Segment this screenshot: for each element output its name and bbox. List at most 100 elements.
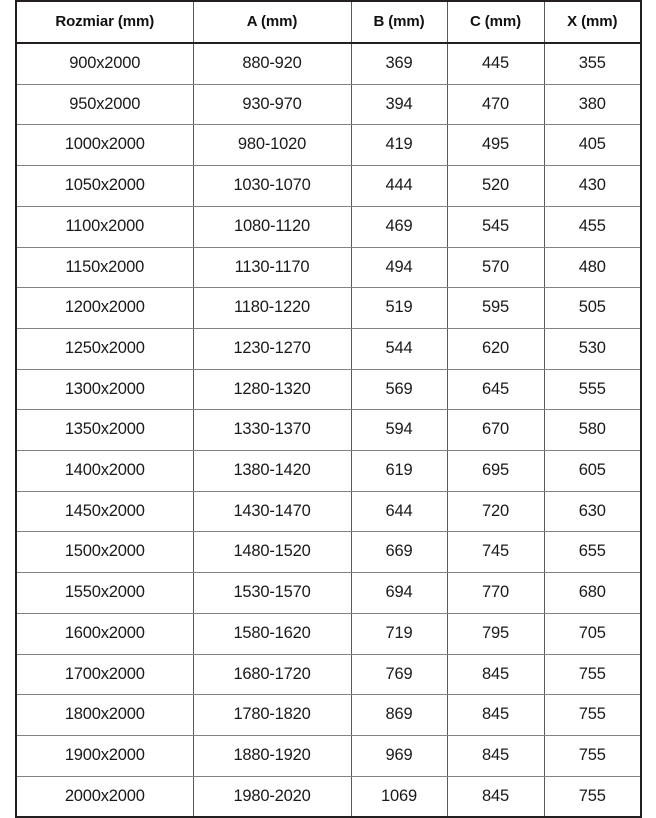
cell-b: 519	[351, 287, 448, 329]
cell-b: 594	[351, 409, 448, 452]
cell-a: 880-920	[193, 43, 352, 85]
cell-c: 695	[447, 450, 545, 492]
size-specification-table: Rozmiar (mm) A (mm) B (mm) C (mm) X (mm)…	[15, 0, 642, 818]
cell-x: 430	[544, 165, 641, 207]
cell-x: 755	[578, 786, 606, 805]
cell-a: 1330-1370	[193, 409, 352, 452]
cell-b: 619	[351, 450, 448, 492]
table-row: 1450x2000 1430-1470 644 720 630	[16, 491, 641, 533]
table-row: 1500x2000 1480-1520 669 745 655	[16, 531, 641, 574]
cell-x: 630	[544, 491, 641, 533]
cell-x: 755	[544, 654, 641, 696]
table-header-row: Rozmiar (mm) A (mm) B (mm) C (mm) X (mm)	[16, 1, 641, 44]
table-row: 1800x2000 1780-1820 869 845 755	[16, 694, 641, 736]
cell-x: 705	[544, 613, 641, 655]
cell-size: 1550x2000	[16, 572, 194, 614]
cell-x: 680	[544, 572, 641, 614]
cell-a: 930-970	[193, 84, 352, 126]
cell-a: 1180-1220	[193, 287, 352, 329]
column-header-x: X (mm)	[544, 1, 641, 44]
cell-c: 845	[447, 694, 545, 736]
table-row: 1250x2000 1230-1270 544 620 530	[16, 328, 641, 370]
cell-size: 950x2000	[16, 84, 194, 126]
cell-size: 1450x2000	[16, 491, 194, 533]
table-row: 900x2000 880-920 369 445 355	[16, 43, 641, 85]
cell-x: 355	[544, 43, 641, 85]
cell-x: 530	[544, 328, 641, 370]
column-header-a: A (mm)	[193, 1, 352, 44]
table-row: 1350x2000 1330-1370 594 670 580	[16, 409, 641, 452]
cell-c: 720	[447, 491, 545, 533]
cell-b: 644	[351, 491, 448, 533]
cell-b: 1069	[351, 776, 448, 818]
cell-size: 1000x2000	[16, 124, 194, 167]
cell-x: 555	[544, 369, 641, 411]
cell-x: 655	[544, 531, 641, 574]
cell-b: 419	[351, 124, 448, 167]
cell-a: 1530-1570	[193, 572, 352, 614]
cell-a: 1230-1270	[193, 328, 352, 370]
cell-a: 1880-1920	[193, 735, 352, 777]
table-row: 1600x2000 1580-1620 719 795 705	[16, 613, 641, 655]
cell-size: 1300x2000	[16, 369, 194, 411]
cell-c: 845	[447, 735, 545, 777]
cell-a: 1280-1320	[193, 369, 352, 411]
cell-a: 1680-1720	[193, 654, 352, 696]
column-header-size: Rozmiar (mm)	[16, 1, 194, 44]
table-body: 900x2000 880-920 369 445 355 950x2000 930-970 3…	[16, 43, 641, 818]
table-row: 1150x2000 1130-1170 494 570 480	[16, 247, 641, 289]
cell-b: 469	[351, 206, 448, 248]
cell-b: 694	[351, 572, 448, 614]
cell-c: 445	[447, 43, 545, 85]
cell-size: 1600x2000	[16, 613, 194, 655]
cell-c: 495	[447, 124, 545, 167]
cell-b: 569	[351, 369, 448, 411]
cell-c: 645	[447, 369, 545, 411]
cell-size: 1100x2000	[16, 206, 194, 248]
cell-size: 1250x2000	[16, 328, 194, 370]
table-row: 1000x2000 980-1020 419 495 405	[16, 124, 641, 167]
cell-b: 544	[351, 328, 448, 370]
column-header-b: B (mm)	[351, 1, 448, 44]
cell-x: 755	[544, 735, 641, 777]
table-header: Rozmiar (mm) A (mm) B (mm) C (mm) X (mm)	[16, 1, 641, 44]
cell-size: 1900x2000	[16, 735, 194, 777]
cell-b: 969	[351, 735, 448, 777]
table-row: 950x2000 930-970 394 470 380	[16, 84, 641, 126]
cell-x: 380	[544, 84, 641, 126]
cell-a: 1480-1520	[193, 531, 352, 574]
cell-b: 444	[351, 165, 448, 207]
cell-a: 980-1020	[193, 124, 352, 167]
cell-size: 1400x2000	[16, 450, 194, 492]
cell-b: 769	[351, 654, 448, 696]
cell-size: 1150x2000	[16, 247, 194, 289]
cell-size: 2000x2000	[16, 776, 194, 818]
cell-a: 1030-1070	[193, 165, 352, 207]
table-row: 1100x2000 1080-1120 469 545 455	[16, 206, 641, 248]
cell-a: 1980-2020	[193, 776, 352, 818]
cell-x: 755	[544, 694, 641, 736]
cell-b: 394	[351, 84, 448, 126]
table-row: 1700x2000 1680-1720 769 845 755	[16, 654, 641, 696]
table-row: 1050x2000 1030-1070 444 520 430	[16, 165, 641, 207]
cell-c: 795	[447, 613, 545, 655]
table-row: 1550x2000 1530-1570 694 770 680	[16, 572, 641, 614]
cell-x: 480	[544, 247, 641, 289]
cell-a: 1380-1420	[193, 450, 352, 492]
table-row: 2000x2000 1980-2020 1069 845 755	[16, 776, 641, 818]
cell-size: 1800x2000	[16, 694, 194, 736]
cell-size: 1700x2000	[16, 654, 194, 696]
cell-c: 470	[447, 84, 545, 126]
specification-table-container: Rozmiar (mm) A (mm) B (mm) C (mm) X (mm)…	[15, 0, 642, 818]
cell-x: 455	[544, 206, 641, 248]
cell-size: 900x2000	[16, 43, 194, 85]
cell-c: 595	[447, 287, 545, 329]
column-header-c: C (mm)	[447, 1, 545, 44]
cell-b: 869	[351, 694, 448, 736]
table-row: 1400x2000 1380-1420 619 695 605	[16, 450, 641, 492]
cell-a: 1430-1470	[193, 491, 352, 533]
cell-c: 845	[447, 654, 545, 696]
cell-c: 570	[447, 247, 545, 289]
cell-c: 620	[447, 328, 545, 370]
cell-c: 520	[447, 165, 545, 207]
